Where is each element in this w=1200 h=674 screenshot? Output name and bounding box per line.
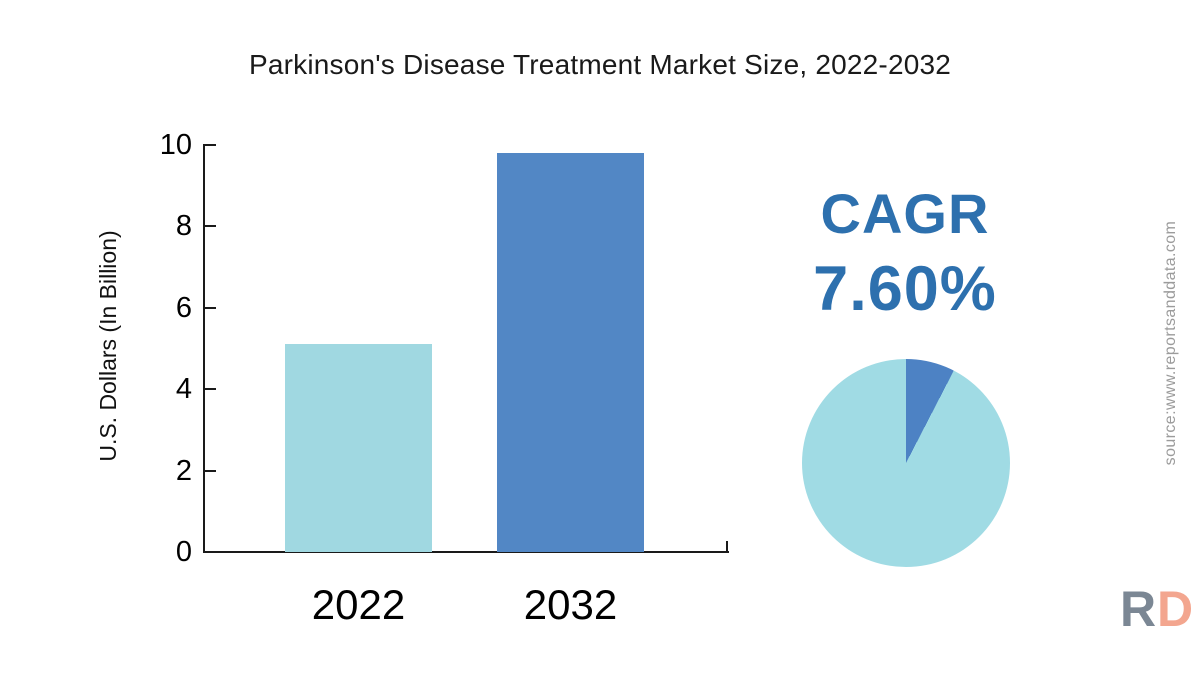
- logo-letter-r: R: [1120, 581, 1157, 637]
- y-tick-mark: [205, 144, 216, 146]
- y-tick-label: 10: [159, 129, 192, 161]
- y-tick-label: 4: [175, 373, 192, 405]
- bar-2032: [497, 153, 644, 552]
- y-tick-mark: [205, 388, 216, 390]
- x-tick-label: 2032: [523, 581, 618, 628]
- cagr-value: 7.60%: [813, 254, 997, 324]
- reportsanddata-logo: R D: [1120, 584, 1193, 634]
- logo-letter-d: D: [1157, 581, 1194, 637]
- x-axis-end-tick: [726, 541, 728, 552]
- plot-area: [205, 145, 727, 552]
- source-attribution: source:www.reportsanddata.com: [1162, 220, 1179, 466]
- y-tick-mark: [205, 225, 216, 227]
- y-axis-line: [203, 144, 205, 553]
- bar-2022: [285, 344, 432, 552]
- cagr-label: CAGR: [820, 182, 990, 245]
- y-tick-label: 2: [175, 455, 192, 487]
- y-tick-label: 0: [175, 536, 192, 568]
- pie-chart: [802, 359, 1010, 567]
- y-tick-mark: [205, 307, 216, 309]
- y-tick-label: 8: [175, 210, 192, 242]
- x-axis-line: [203, 551, 729, 553]
- y-axis-title: U.S. Dollars (In Billion): [95, 230, 121, 462]
- y-tick-label: 6: [175, 292, 192, 324]
- chart-title: Parkinson's Disease Treatment Market Siz…: [248, 49, 952, 80]
- y-tick-mark: [205, 470, 216, 472]
- x-tick-label: 2022: [311, 581, 406, 628]
